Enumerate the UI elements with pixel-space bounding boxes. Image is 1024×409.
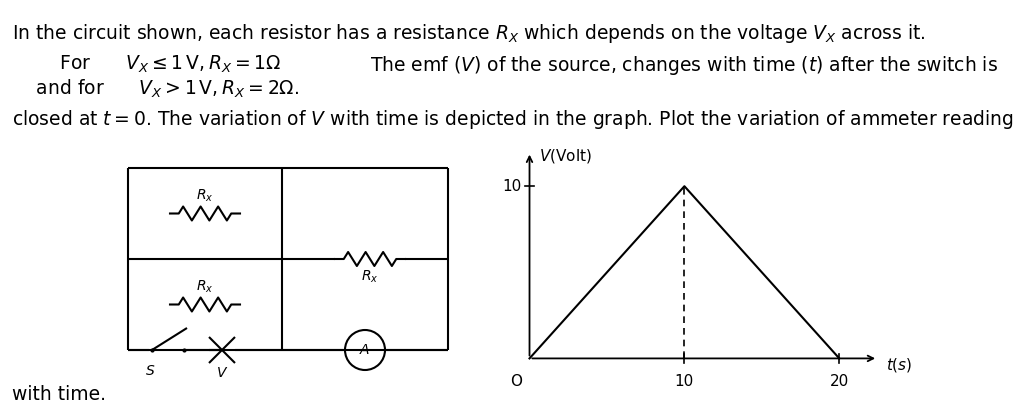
Text: $V$(Volt): $V$(Volt) (539, 146, 592, 164)
Text: $R_x$: $R_x$ (197, 278, 214, 295)
Text: For      $V_X \leq 1\,\mathrm{V}, R_X = 1\Omega$: For $V_X \leq 1\,\mathrm{V}, R_X = 1\Ome… (12, 54, 282, 75)
Text: $A$: $A$ (359, 343, 371, 357)
Text: O: O (510, 374, 522, 389)
Text: with time.: with time. (12, 385, 106, 404)
Text: In the circuit shown, each resistor has a resistance $R_X$ which depends on the : In the circuit shown, each resistor has … (12, 22, 926, 45)
Text: $S$: $S$ (144, 364, 156, 378)
Text: $V$: $V$ (216, 366, 228, 380)
Text: 10: 10 (675, 374, 694, 389)
Text: 10: 10 (503, 179, 522, 194)
Text: The emf $(V)$ of the source, changes with time $(t)$ after the switch is: The emf $(V)$ of the source, changes wit… (370, 54, 998, 77)
Text: and for      $V_X > 1\,\mathrm{V}, R_X = 2\Omega$.: and for $V_X > 1\,\mathrm{V}, R_X = 2\Om… (12, 78, 299, 100)
Text: $t(s)$: $t(s)$ (886, 356, 912, 374)
Text: 20: 20 (829, 374, 849, 389)
Text: $R_x$: $R_x$ (361, 269, 379, 285)
Text: closed at $t = 0$. The variation of $V$ with time is depicted in the graph. Plot: closed at $t = 0$. The variation of $V$ … (12, 108, 1014, 131)
Text: $R_x$: $R_x$ (197, 187, 214, 204)
